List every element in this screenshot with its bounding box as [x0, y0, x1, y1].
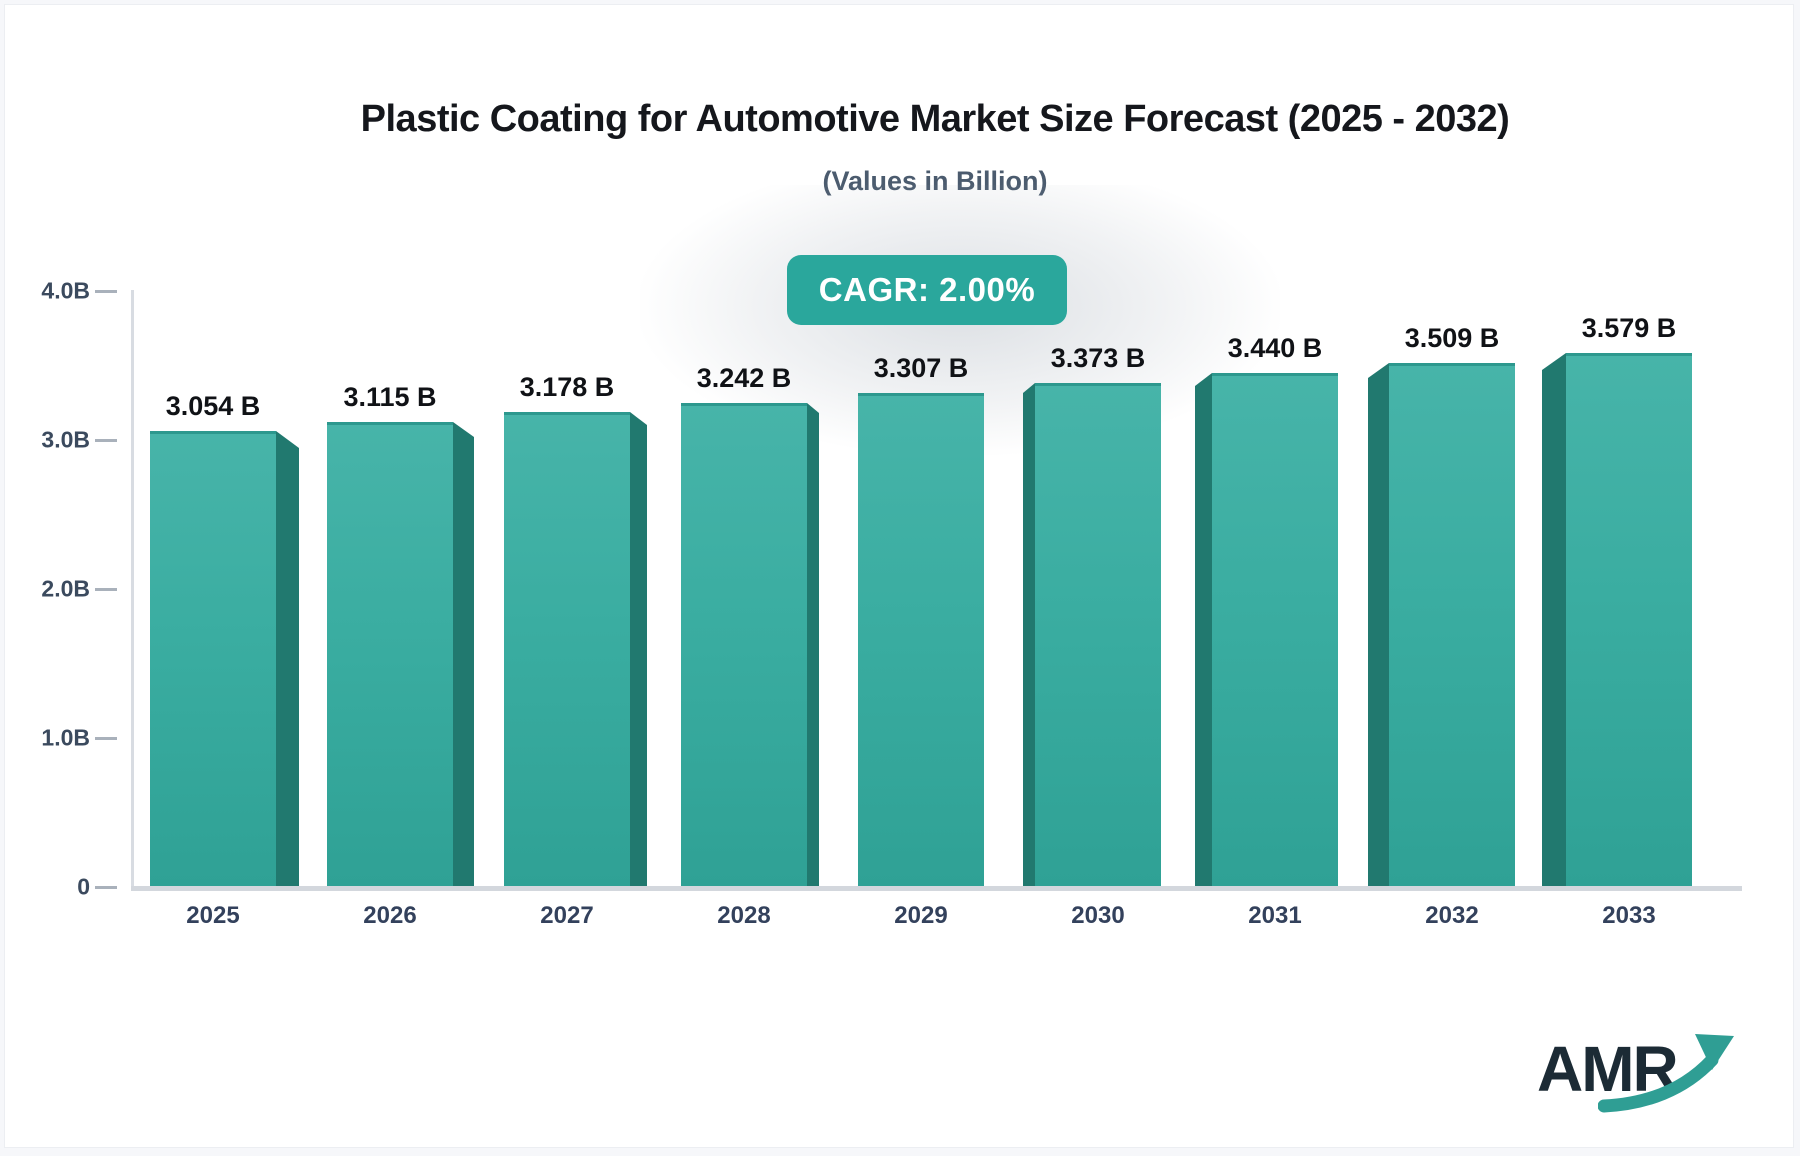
bar-side-face	[1368, 363, 1389, 886]
bar-value-label: 3.373 B	[1050, 343, 1146, 373]
y-axis-tick	[95, 290, 117, 293]
bar-side-face	[1023, 383, 1035, 886]
bar-side-face	[453, 422, 474, 886]
bar-2032	[1389, 363, 1515, 886]
bar-value-label: 3.054 B	[165, 391, 261, 421]
cagr-badge: CAGR: 2.00%	[787, 255, 1067, 325]
bar-side-face	[1542, 353, 1566, 886]
x-axis-label-2026: 2026	[363, 902, 417, 929]
x-axis-label-2031: 2031	[1248, 902, 1302, 929]
x-axis-label-2027: 2027	[540, 902, 594, 929]
bar-value-label: 3.178 B	[519, 372, 615, 402]
bar-2027	[504, 412, 630, 886]
bar-value-label: 3.579 B	[1581, 313, 1677, 343]
bar-side-face	[276, 431, 299, 886]
bar-2029	[858, 393, 984, 886]
bar-value-label: 3.242 B	[696, 363, 792, 393]
y-axis-tick	[95, 737, 117, 740]
y-axis-tick-label: 2.0B	[41, 575, 90, 602]
bar-side-face	[630, 412, 647, 886]
y-axis-tick-label: 4.0B	[41, 277, 90, 304]
y-axis-tick	[95, 588, 117, 591]
bar-2030	[1035, 383, 1161, 886]
chart-subtitle: (Values in Billion)	[822, 166, 1048, 196]
y-axis-tick-label: 3.0B	[41, 426, 90, 453]
bar-value-label: 3.509 B	[1404, 323, 1500, 353]
y-axis-tick	[95, 886, 117, 889]
bar-2033	[1566, 353, 1692, 886]
y-axis-line	[131, 290, 134, 890]
bar-2031	[1212, 373, 1338, 886]
x-axis-baseline	[131, 886, 1742, 891]
bar-value-label: 3.115 B	[343, 382, 437, 412]
y-axis-tick-label: 0	[77, 873, 90, 900]
bar-value-label: 3.440 B	[1227, 333, 1323, 363]
x-axis-label-2033: 2033	[1602, 902, 1656, 929]
bar-2026	[327, 422, 453, 886]
trending-up-arrow-icon	[1598, 1034, 1734, 1113]
x-axis-label-2025: 2025	[186, 902, 240, 929]
bar-2025	[150, 431, 276, 886]
x-axis-label-2028: 2028	[717, 902, 771, 929]
chart-title: Plastic Coating for Automotive Market Si…	[360, 98, 1510, 140]
bar-2028	[681, 403, 807, 886]
y-axis-tick-label: 1.0B	[41, 724, 90, 751]
x-axis-label-2032: 2032	[1425, 902, 1479, 929]
x-axis-label-2030: 2030	[1071, 902, 1125, 929]
x-axis-label-2029: 2029	[894, 902, 948, 929]
bar-value-label: 3.307 B	[873, 353, 969, 383]
y-axis-tick	[95, 439, 117, 442]
bar-side-face	[807, 403, 819, 886]
bar-side-face	[1195, 373, 1212, 886]
